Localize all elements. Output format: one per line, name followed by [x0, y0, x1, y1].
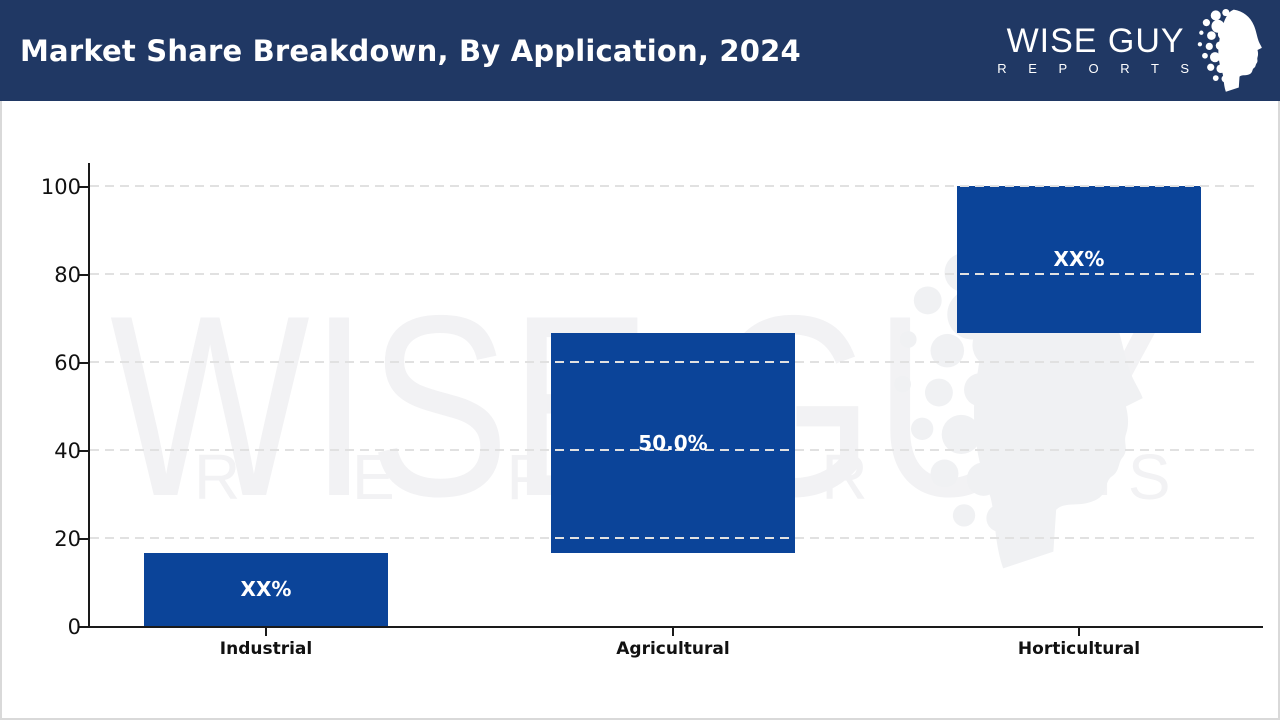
category-label-agricultural: Agricultural: [616, 639, 730, 659]
y-axis-spine: [88, 163, 90, 628]
header-bar: Market Share Breakdown, By Application, …: [0, 0, 1280, 101]
bar-horticultural: [957, 186, 1201, 333]
y-tick-label: 80: [54, 263, 81, 287]
bar-value-label: XX%: [240, 577, 292, 602]
y-axis-tick: [79, 626, 88, 628]
y-tick-label: 20: [54, 527, 81, 551]
logo-wordmark: WISE GUY: [1006, 22, 1185, 60]
y-axis-tick: [79, 186, 88, 188]
y-tick-label: 40: [54, 439, 81, 463]
logo-subtitle: R E P O R T S: [997, 61, 1198, 76]
chart-area: WISE GUY R E P O R T S: [0, 101, 1280, 720]
x-axis-tick: [672, 628, 674, 636]
gridline: [90, 537, 1259, 539]
y-axis-tick: [79, 450, 88, 452]
bar-value-label: 50.0%: [638, 430, 708, 455]
x-axis-tick: [1078, 628, 1080, 636]
y-axis-tick: [79, 362, 88, 364]
gridline: [90, 449, 1259, 451]
y-tick-label: 60: [54, 351, 81, 375]
wiseguy-dotted-face-icon: [1197, 8, 1262, 92]
gridline: [90, 273, 1259, 275]
bar-industrial: [144, 552, 388, 626]
gridline: [90, 185, 1259, 187]
chart-title: Market Share Breakdown, By Application, …: [20, 33, 801, 68]
gridline: [90, 361, 1259, 363]
bars-layer: [2, 101, 1278, 718]
wiseguy-logo-text: WISE GUY R E P O R T S: [993, 24, 1198, 76]
y-tick-label: 0: [67, 615, 81, 639]
bar-agricultural: [551, 332, 795, 553]
x-axis-tick: [265, 628, 267, 636]
category-label-horticultural: Horticultural: [1017, 639, 1141, 659]
y-axis-tick: [79, 538, 88, 540]
wiseguy-logo: WISE GUY R E P O R T S: [997, 0, 1266, 101]
category-label-industrial: Industrial: [219, 639, 313, 659]
y-tick-label: 100: [40, 175, 81, 199]
grid-layer: [2, 101, 1278, 718]
bar-value-label: XX%: [1053, 247, 1105, 272]
labels-layer: 0 20 40 60 80 100 XX% Industrial 50.0% Agricultur…: [2, 101, 1278, 718]
y-axis-tick: [79, 274, 88, 276]
axes-layer: [2, 101, 1278, 718]
x-axis-spine: [88, 626, 1263, 628]
